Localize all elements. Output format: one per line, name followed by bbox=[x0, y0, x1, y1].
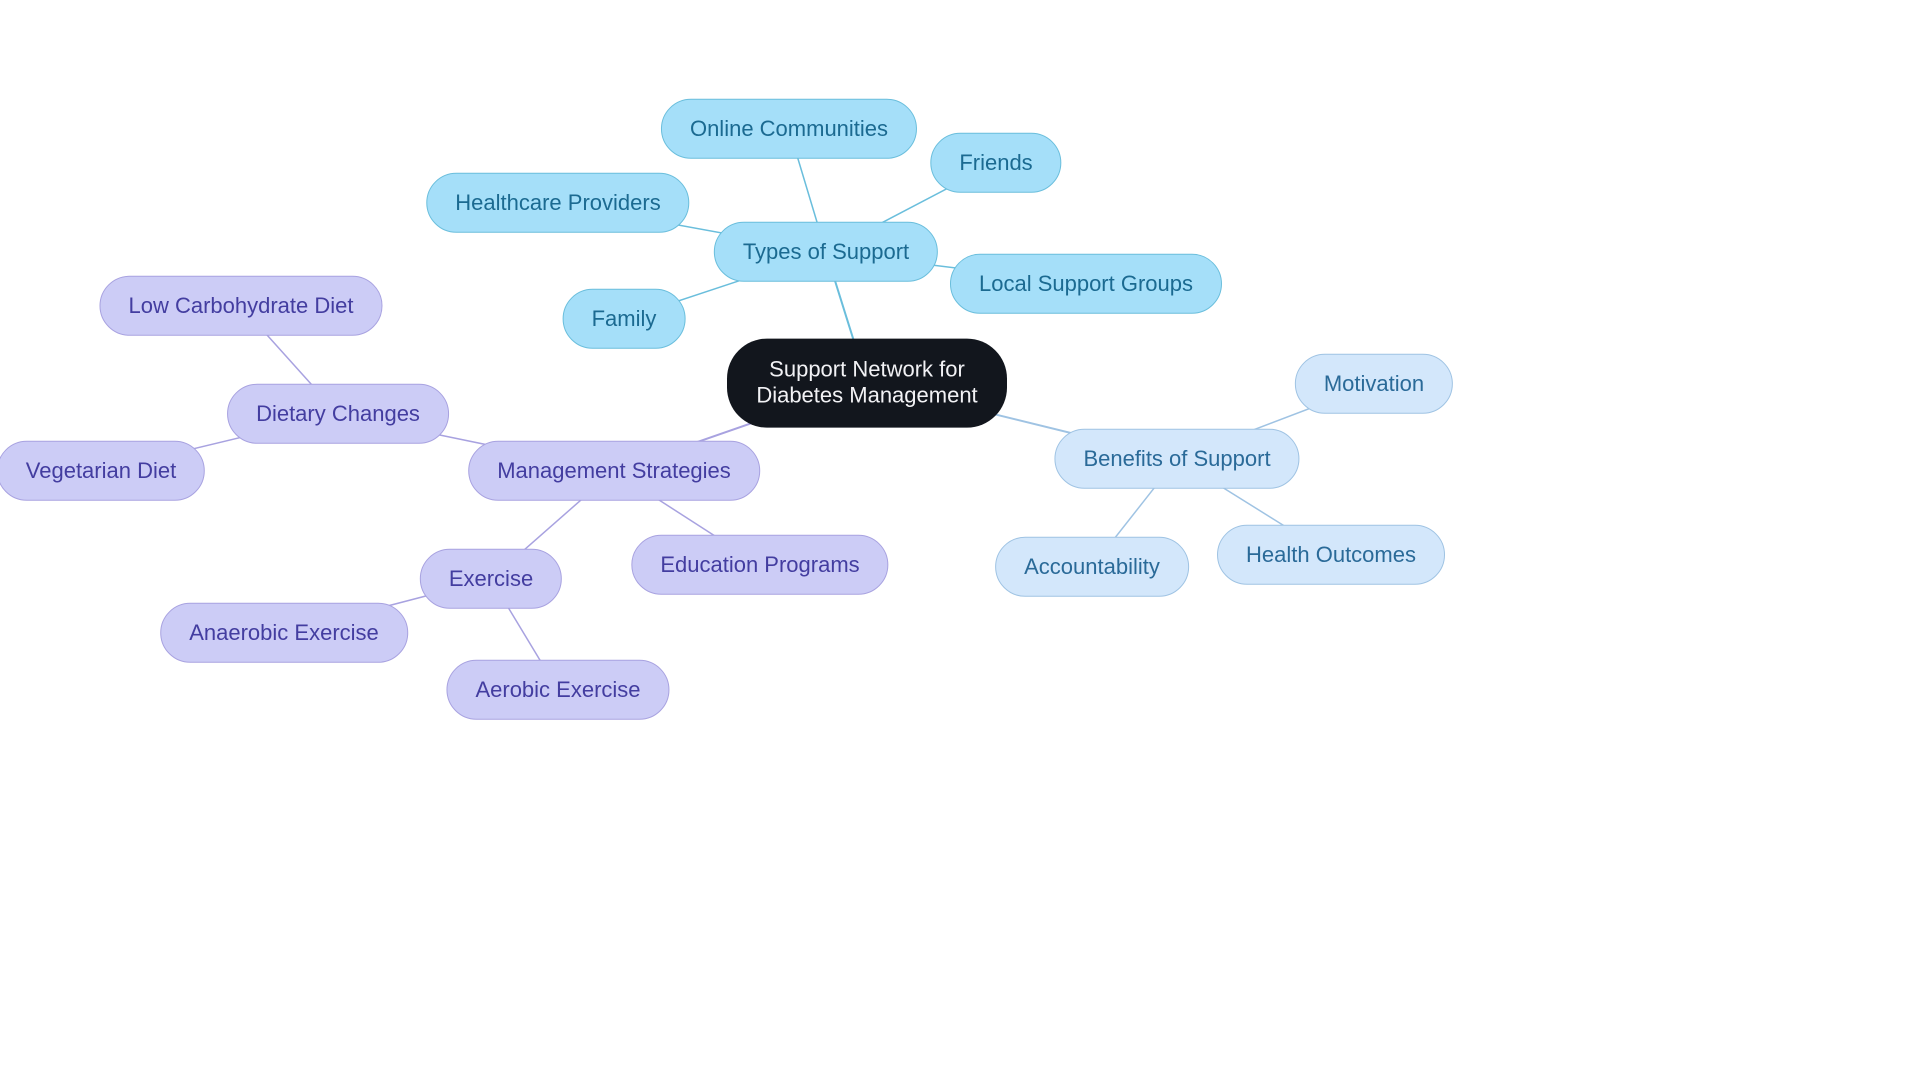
diagram-canvas: Support Network for Diabetes Management … bbox=[0, 0, 1920, 1083]
node-health-outcomes: Health Outcomes bbox=[1217, 525, 1445, 585]
node-dietary-changes: Dietary Changes bbox=[227, 384, 449, 444]
node-vegetarian-diet: Vegetarian Diet bbox=[0, 441, 205, 501]
node-management-strategies: Management Strategies bbox=[468, 441, 760, 501]
node-exercise: Exercise bbox=[420, 549, 562, 609]
node-accountability: Accountability bbox=[995, 537, 1189, 597]
node-online-communities: Online Communities bbox=[661, 99, 917, 159]
node-local-support-groups: Local Support Groups bbox=[950, 254, 1222, 314]
node-low-carb-diet: Low Carbohydrate Diet bbox=[99, 276, 382, 336]
node-education-programs: Education Programs bbox=[631, 535, 888, 595]
node-healthcare-providers: Healthcare Providers bbox=[426, 173, 689, 233]
node-anaerobic-exercise: Anaerobic Exercise bbox=[160, 603, 408, 663]
node-benefits-of-support: Benefits of Support bbox=[1054, 429, 1299, 489]
node-types-of-support: Types of Support bbox=[714, 222, 938, 282]
node-motivation: Motivation bbox=[1295, 354, 1453, 414]
node-root: Support Network for Diabetes Management bbox=[727, 339, 1007, 428]
node-aerobic-exercise: Aerobic Exercise bbox=[446, 660, 669, 720]
node-family: Family bbox=[563, 289, 686, 349]
node-friends: Friends bbox=[930, 133, 1061, 193]
